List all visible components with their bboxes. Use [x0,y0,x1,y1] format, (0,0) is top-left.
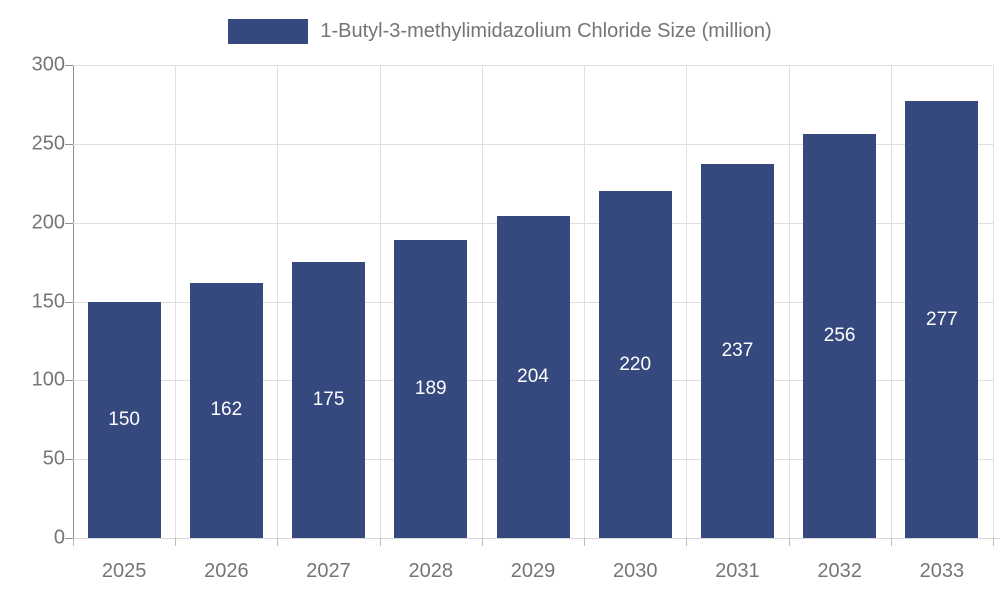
x-tick-mark-6 [686,538,688,546]
y-tick-mark-150 [65,301,73,303]
x-tick-label-2031: 2031 [715,560,760,582]
gridline-x-9 [993,65,994,538]
gridline-x-6 [686,65,688,538]
y-tick-label-300: 300 [31,53,65,76]
gridline-x-1 [175,65,177,538]
y-tick-mark-200 [65,222,73,224]
x-tick-label-2030: 2030 [612,560,658,582]
legend[interactable]: 1-Butyl-3-methylimidazolium Chloride Siz… [0,14,1000,48]
bar-2029: 204 [496,216,570,538]
gridline-y-300 [73,65,993,66]
y-tick-mark-50 [65,459,73,461]
x-tick-mark-2 [277,538,279,546]
x-axis-line [65,538,1000,539]
x-tick-mark-5 [584,538,586,546]
x-tick-mark-0 [73,538,74,546]
x-tick-mark-8 [890,538,892,546]
bar-value-label-2025: 150 [108,408,140,430]
bar-2031: 237 [700,164,774,538]
x-tick-mark-9 [993,538,994,546]
y-tick-mark-0 [65,538,73,539]
plot-area: 150 162 175 189 204 220 237 256 277 [73,65,994,538]
x-tick-mark-1 [175,538,177,546]
y-tick-label-250: 250 [31,132,65,155]
bar-value-label-2030: 220 [619,353,652,375]
y-tick-label-150: 150 [31,290,65,312]
bar-value-label-2032: 256 [823,325,856,347]
gridline-x-7 [788,65,790,538]
bar-2030: 220 [598,191,672,538]
legend-swatch [228,18,309,44]
gridline-x-2 [277,65,279,538]
bar-value-label-2031: 237 [721,340,754,362]
bar-value-label-2029: 204 [517,366,549,388]
bar-2028: 189 [394,240,468,538]
x-tick-label-2029: 2029 [510,560,556,582]
bar-2033: 277 [905,101,979,538]
y-tick-mark-250 [65,143,73,145]
y-tick-label-50: 50 [42,447,65,470]
bar-2032: 256 [803,134,877,538]
bar-value-label-2026: 162 [210,399,243,421]
x-tick-label-2028: 2028 [408,560,454,582]
y-tick-mark-100 [65,380,73,382]
x-tick-mark-4 [481,538,483,546]
x-tick-label-2027: 2027 [306,560,351,582]
gridline-x-4 [481,65,483,538]
x-tick-label-2025: 2025 [101,560,147,582]
y-tick-label-100: 100 [31,368,65,391]
gridline-y-250 [73,143,993,145]
y-tick-mark-300 [65,65,73,66]
gridline-x-3 [379,65,381,538]
bar-2025: 150 [87,301,161,538]
y-tick-label-0: 0 [53,526,65,549]
legend-label: 1-Butyl-3-methylimidazolium Chloride Siz… [320,19,772,42]
bar-value-label-2027: 175 [312,389,345,411]
x-tick-mark-3 [379,538,381,546]
bar-2027: 175 [292,262,366,538]
bar-value-label-2033: 277 [926,308,958,330]
bar-value-label-2028: 189 [414,378,447,399]
gridline-x-5 [584,65,586,538]
gridline-x-8 [890,65,892,538]
x-tick-label-2033: 2033 [919,560,965,582]
bar-2026: 162 [189,282,263,538]
x-tick-mark-7 [788,538,790,546]
x-tick-label-2026: 2026 [204,560,249,582]
y-tick-label-200: 200 [31,211,65,234]
x-tick-label-2032: 2032 [817,560,862,582]
